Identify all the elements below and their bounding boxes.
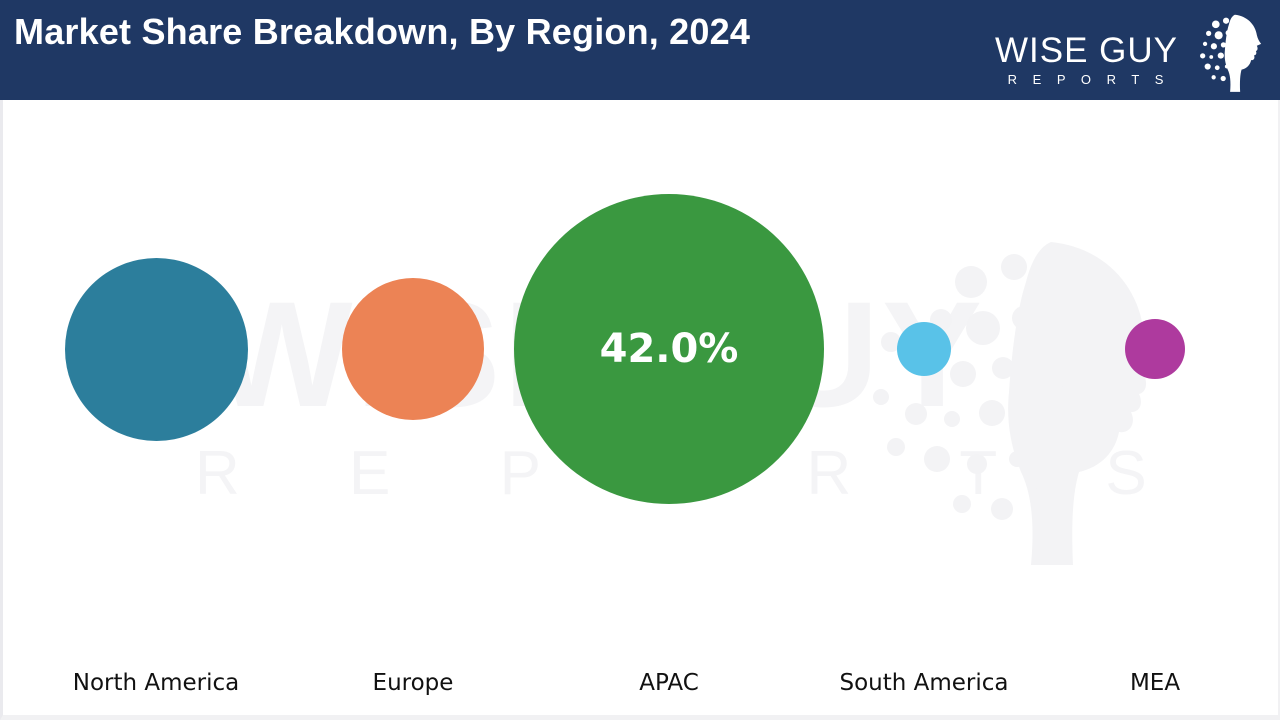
logo-subtext: R E P O R T S (1007, 71, 1170, 87)
bubble-europe (342, 278, 484, 420)
category-label-north-america: North America (72, 670, 240, 696)
page-title: Market Share Breakdown, By Region, 2024 (14, 11, 751, 52)
category-label-south-america: South America (839, 670, 1009, 696)
header-bar: Market Share Breakdown, By Region, 2024 … (0, 0, 1280, 100)
bubble-apac: 42.0% (514, 194, 824, 504)
chart-area: WISE GUY R E P O R T S 42.0% (0, 100, 1280, 720)
category-label-apac: APAC (639, 670, 699, 696)
bubble-north-america (64, 257, 248, 441)
logo-text: WISE GUY R E P O R T S (995, 33, 1178, 86)
watermark-head-icon (873, 242, 1161, 565)
bubble-south-america (897, 322, 951, 376)
bubble-value-label: 42.0% (599, 326, 739, 372)
category-label-mea: MEA (1129, 670, 1181, 696)
wiseguy-head-icon (1200, 14, 1262, 92)
logo-wordmark: WISE GUY (994, 30, 1178, 70)
wiseguy-logo: WISE GUY R E P O R T S (995, 10, 1264, 94)
category-label-europe: Europe (372, 670, 454, 696)
bubble-mea (1125, 319, 1185, 379)
